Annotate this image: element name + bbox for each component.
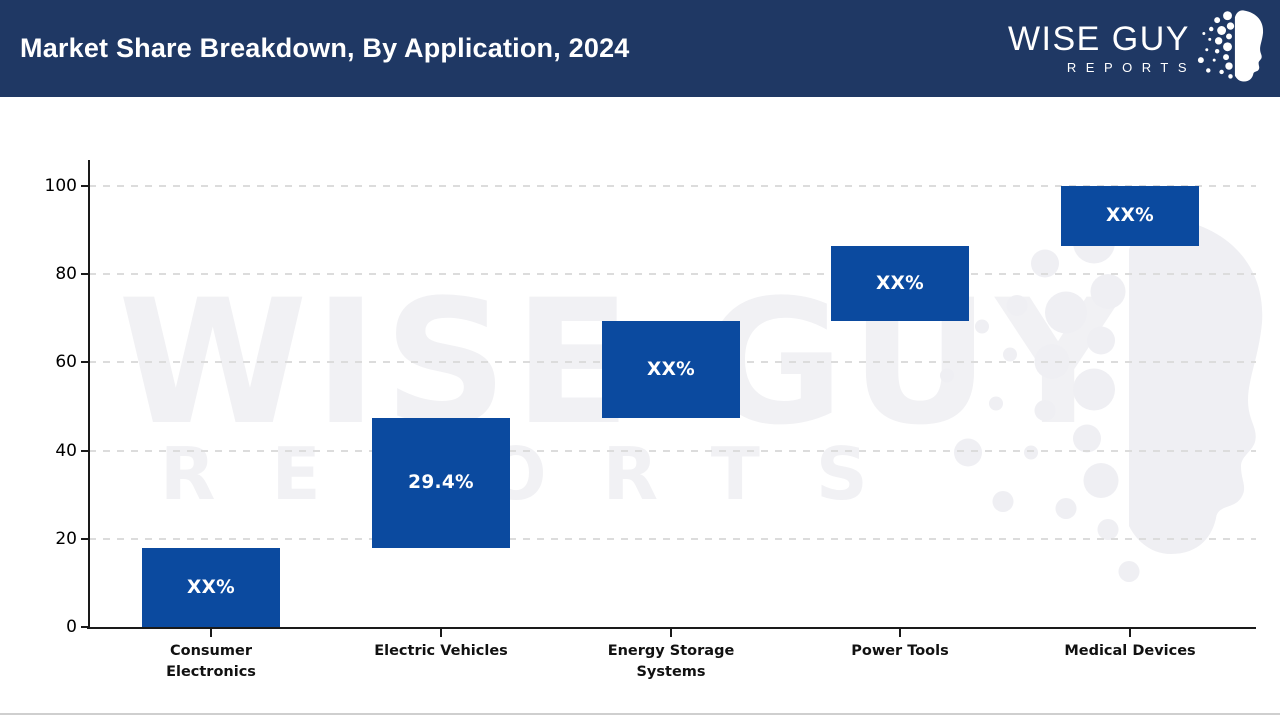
wiseguy-logo-subname: REPORTS	[1066, 59, 1196, 75]
y-axis-label-60: 60	[55, 352, 77, 373]
x-axis-line	[87, 627, 1256, 629]
x-axis-label-3: Power Tools	[851, 643, 949, 659]
y-axis-line	[88, 160, 90, 629]
header-bar: Market Share Breakdown, By Application, …	[0, 0, 1280, 97]
y-axis-tick-100	[81, 185, 88, 187]
bar-value-label: XX%	[1106, 205, 1154, 227]
watermark-reports-text: REPORTS	[160, 432, 924, 516]
x-axis-tick-0	[210, 629, 212, 637]
watermark-face-dots-icon	[940, 217, 1263, 582]
page-title: Market Share Breakdown, By Application, …	[20, 33, 630, 63]
bar-consumer-electronics: XX%	[142, 547, 280, 627]
bar-energy-storage-systems: XX%	[602, 321, 740, 418]
wiseguy-logo-name: WISE GUY	[1007, 20, 1190, 59]
bar-medical-devices: XX%	[1061, 186, 1199, 246]
x-axis-label-2: Energy Storage Systems	[607, 643, 735, 681]
bar-electric-vehicles: 29.4%	[372, 417, 510, 548]
y-axis-tick-0	[81, 626, 88, 628]
x-axis-label-4: Medical Devices	[1064, 643, 1196, 659]
bar-power-tools: XX%	[831, 245, 969, 322]
page-bottom-divider	[0, 713, 1280, 715]
x-axis-label-1: Electric Vehicles	[374, 643, 508, 659]
y-axis-tick-20	[81, 537, 88, 540]
y-axis-label-100: 100	[44, 176, 77, 196]
x-axis-tick-1	[440, 629, 442, 637]
bar-value-label: XX%	[876, 272, 924, 294]
gridline-80	[89, 273, 1256, 276]
y-axis-label-40: 40	[55, 440, 77, 461]
x-axis-tick-3	[899, 629, 901, 637]
gridline-40	[89, 449, 1256, 452]
bar-value-label: XX%	[647, 359, 695, 381]
wiseguy-face-logo-icon	[1197, 9, 1264, 82]
wiseguy-logo-text: WISE GUY REPORTS	[1007, 20, 1190, 74]
gridline-20	[89, 537, 1256, 540]
gridline-100	[89, 185, 1256, 187]
y-axis-label-20: 20	[55, 528, 77, 549]
bar-value-label: XX%	[187, 576, 235, 598]
x-axis-label-0: Consumer Electronics	[166, 643, 256, 681]
y-axis-tick-40	[81, 449, 88, 452]
wiseguy-logo: WISE GUY REPORTS	[1008, 7, 1266, 91]
x-axis-tick-4	[1129, 629, 1131, 637]
bar-value-label: 29.4%	[408, 472, 474, 494]
y-axis-label-0: 0	[66, 617, 77, 637]
y-axis-tick-60	[81, 361, 88, 364]
y-axis-tick-80	[81, 273, 88, 276]
x-axis-tick-2	[670, 629, 672, 637]
y-axis-label-80: 80	[55, 264, 77, 285]
